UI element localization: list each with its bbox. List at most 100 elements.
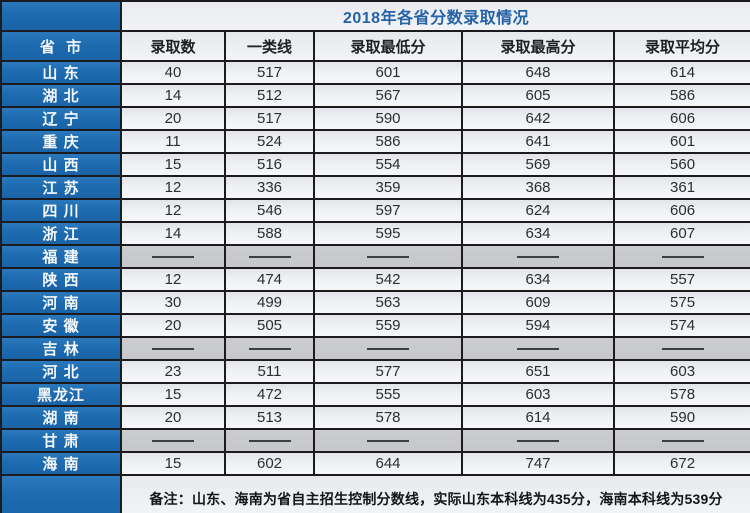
max-score-cell: 747	[461, 451, 615, 476]
title-row: 2018年各省分数录取情况	[0, 0, 750, 32]
max-score-cell: 368	[461, 175, 615, 200]
dash-placeholder	[661, 348, 704, 351]
dash-placeholder	[367, 256, 409, 259]
tier1-line-cell: 524	[224, 129, 315, 154]
min-score-cell: 586	[313, 129, 463, 154]
avg-score-cell	[612, 336, 750, 361]
count-cell: 20	[120, 313, 226, 338]
count-cell	[120, 336, 226, 361]
tier1-line-cell	[224, 336, 315, 361]
avg-score-cell: 574	[612, 313, 750, 338]
min-score-cell: 577	[313, 359, 463, 384]
province-cell: 山 东	[0, 60, 122, 85]
max-score-cell	[461, 336, 615, 361]
province-cell: 海 南	[0, 451, 122, 476]
column-header-min-score: 录取最低分	[313, 30, 463, 62]
table-row: 辽 宁 20 517 590 642 606	[0, 106, 750, 131]
min-score-cell: 554	[313, 152, 463, 177]
max-score-cell: 624	[461, 198, 615, 223]
avg-score-cell: 578	[612, 382, 750, 407]
tier1-line-cell: 505	[224, 313, 315, 338]
table-row: 山 东 40 517 601 648 614	[0, 60, 750, 85]
min-score-cell: 555	[313, 382, 463, 407]
province-cell: 江 苏	[0, 175, 122, 200]
count-cell: 15	[120, 451, 226, 476]
max-score-cell: 605	[461, 83, 615, 108]
count-cell: 20	[120, 405, 226, 430]
avg-score-cell: 361	[612, 175, 750, 200]
min-score-cell	[313, 428, 463, 453]
min-score-cell: 601	[313, 60, 463, 85]
table-row: 江 苏 12 336 359 368 361	[0, 175, 750, 200]
dash-placeholder	[367, 440, 409, 443]
tier1-line-cell: 499	[224, 290, 315, 315]
table-row: 湖 北 14 512 567 605 586	[0, 83, 750, 108]
remark-left-cell	[0, 474, 122, 513]
avg-score-cell: 614	[612, 60, 750, 85]
table-row: 吉 林	[0, 336, 750, 361]
avg-score-cell: 575	[612, 290, 750, 315]
province-cell: 湖 北	[0, 83, 122, 108]
province-cell: 重 庆	[0, 129, 122, 154]
table-row: 黑龙江 15 472 555 603 578	[0, 382, 750, 407]
column-header-count: 录取数	[120, 30, 226, 62]
table-title: 2018年各省分数录取情况	[119, 0, 750, 32]
max-score-cell: 594	[461, 313, 615, 338]
tier1-line-cell: 472	[224, 382, 315, 407]
max-score-cell: 634	[461, 221, 615, 246]
tier1-line-cell: 513	[224, 405, 315, 430]
dash-placeholder	[152, 256, 194, 259]
min-score-cell: 542	[313, 267, 463, 292]
max-score-cell: 651	[461, 359, 615, 384]
max-score-cell: 634	[461, 267, 615, 292]
table-row: 重 庆 11 524 586 641 601	[0, 129, 750, 154]
min-score-cell: 563	[313, 290, 463, 315]
dash-placeholder	[248, 440, 291, 443]
max-score-cell: 614	[461, 405, 615, 430]
table-row: 海 南 15 602 644 747 672	[0, 451, 750, 476]
count-cell: 23	[120, 359, 226, 384]
avg-score-cell: 590	[612, 405, 750, 430]
max-score-cell: 642	[461, 106, 615, 131]
avg-score-cell: 586	[612, 83, 750, 108]
avg-score-cell	[612, 428, 750, 453]
count-cell: 12	[120, 267, 226, 292]
min-score-cell: 567	[313, 83, 463, 108]
min-score-cell: 578	[313, 405, 463, 430]
table-body: 山 东 40 517 601 648 614 湖 北 14 512 567 60…	[0, 60, 750, 476]
header-row: 省 市 录取数 一类线 录取最低分 录取最高分 录取平均分	[0, 30, 750, 62]
remark-text: 备注：山东、海南为省自主招生控制分数线，实际山东本科线为435分，海南本科线为5…	[119, 474, 750, 513]
province-cell: 吉 林	[0, 336, 122, 361]
province-cell: 湖 南	[0, 405, 122, 430]
max-score-cell: 609	[461, 290, 615, 315]
count-cell: 40	[120, 60, 226, 85]
tier1-line-cell: 588	[224, 221, 315, 246]
tier1-line-cell: 474	[224, 267, 315, 292]
avg-score-cell: 560	[612, 152, 750, 177]
avg-score-cell: 672	[612, 451, 750, 476]
dash-placeholder	[661, 440, 704, 443]
table-row: 河 南 30 499 563 609 575	[0, 290, 750, 315]
column-header-max-score: 录取最高分	[461, 30, 615, 62]
count-cell: 20	[120, 106, 226, 131]
dash-placeholder	[248, 348, 291, 351]
table-row: 陕 西 12 474 542 634 557	[0, 267, 750, 292]
dash-placeholder	[661, 256, 704, 259]
table-row: 安 徽 20 505 559 594 574	[0, 313, 750, 338]
table-row: 河 北 23 511 577 651 603	[0, 359, 750, 384]
tier1-line-cell: 512	[224, 83, 315, 108]
table-footer: 备注：山东、海南为省自主招生控制分数线，实际山东本科线为435分，海南本科线为5…	[0, 474, 750, 513]
max-score-cell: 641	[461, 129, 615, 154]
avg-score-cell	[612, 244, 750, 269]
avg-score-cell: 606	[612, 198, 750, 223]
tier1-line-cell	[224, 428, 315, 453]
tier1-line-cell	[224, 244, 315, 269]
table-row: 四 川 12 546 597 624 606	[0, 198, 750, 223]
count-cell: 14	[120, 221, 226, 246]
dash-placeholder	[152, 348, 194, 351]
province-cell: 浙 江	[0, 221, 122, 246]
column-header-avg-score: 录取平均分	[612, 30, 750, 62]
min-score-cell: 359	[313, 175, 463, 200]
